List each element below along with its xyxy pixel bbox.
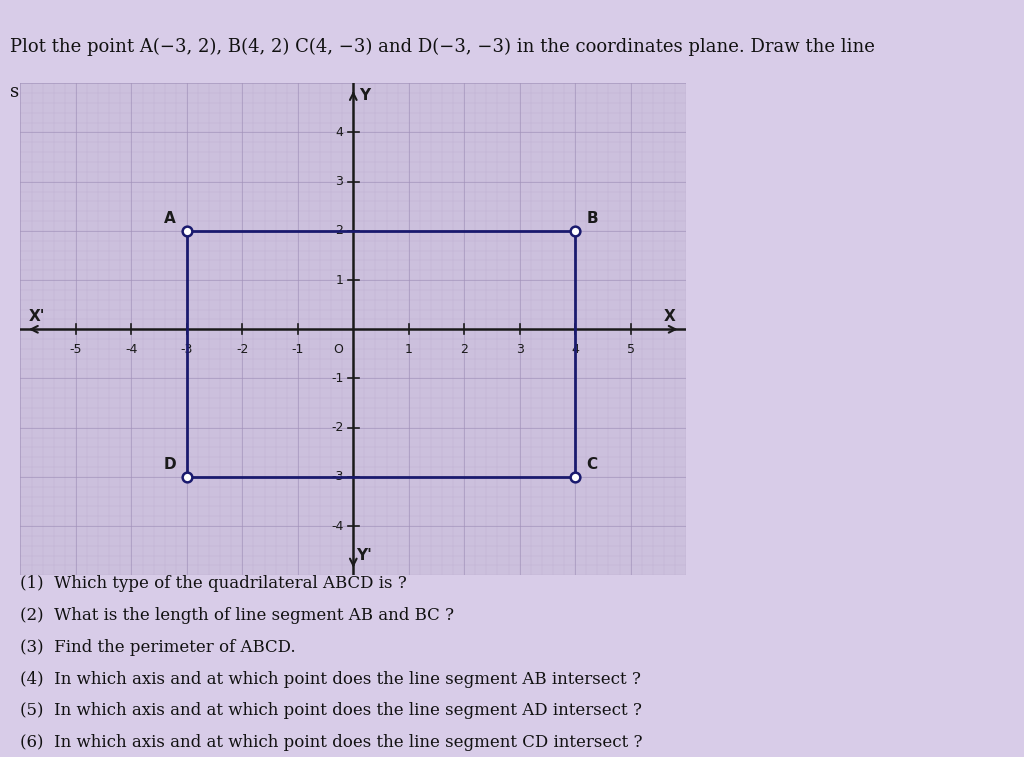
Text: 3: 3 bbox=[516, 343, 523, 356]
Text: (3)  Find the perimeter of ABCD.: (3) Find the perimeter of ABCD. bbox=[20, 639, 296, 656]
Text: 1: 1 bbox=[336, 273, 343, 287]
Text: -2: -2 bbox=[237, 343, 249, 356]
Text: -4: -4 bbox=[125, 343, 137, 356]
Text: A: A bbox=[164, 211, 176, 226]
Text: B: B bbox=[586, 211, 598, 226]
Text: -1: -1 bbox=[331, 372, 343, 385]
Text: 3: 3 bbox=[336, 175, 343, 188]
Text: X: X bbox=[664, 310, 675, 325]
Text: -3: -3 bbox=[180, 343, 194, 356]
Text: Plot the point A(−3, 2), B(4, 2) C(4, −3) and D(−3, −3) in the coordinates plane: Plot the point A(−3, 2), B(4, 2) C(4, −3… bbox=[10, 38, 876, 56]
Text: 5: 5 bbox=[627, 343, 635, 356]
Text: 4: 4 bbox=[336, 126, 343, 139]
Text: D: D bbox=[163, 457, 176, 472]
Text: -5: -5 bbox=[70, 343, 82, 356]
Text: (4)  In which axis and at which point does the line segment AB intersect ?: (4) In which axis and at which point doe… bbox=[20, 671, 641, 687]
Text: (1)  Which type of the quadrilateral ABCD is ?: (1) Which type of the quadrilateral ABCD… bbox=[20, 575, 407, 592]
Text: -2: -2 bbox=[331, 421, 343, 435]
Text: C: C bbox=[586, 457, 597, 472]
Text: segments AB, CD, BC and DA then answer the given questions.: segments AB, CD, BC and DA then answer t… bbox=[10, 83, 590, 101]
Text: -4: -4 bbox=[331, 519, 343, 533]
Text: X': X' bbox=[29, 310, 45, 325]
Text: O: O bbox=[334, 343, 343, 356]
Text: (6)  In which axis and at which point does the line segment CD intersect ?: (6) In which axis and at which point doe… bbox=[20, 734, 643, 751]
Text: (5)  In which axis and at which point does the line segment AD intersect ?: (5) In which axis and at which point doe… bbox=[20, 702, 642, 719]
Text: -3: -3 bbox=[331, 470, 343, 484]
Text: Y': Y' bbox=[356, 548, 373, 563]
Text: (2)  What is the length of line segment AB and BC ?: (2) What is the length of line segment A… bbox=[20, 607, 455, 624]
Text: 2: 2 bbox=[336, 224, 343, 238]
Text: 4: 4 bbox=[571, 343, 580, 356]
Text: Y: Y bbox=[358, 88, 370, 103]
Text: 2: 2 bbox=[460, 343, 468, 356]
Text: -1: -1 bbox=[292, 343, 304, 356]
Text: 1: 1 bbox=[404, 343, 413, 356]
